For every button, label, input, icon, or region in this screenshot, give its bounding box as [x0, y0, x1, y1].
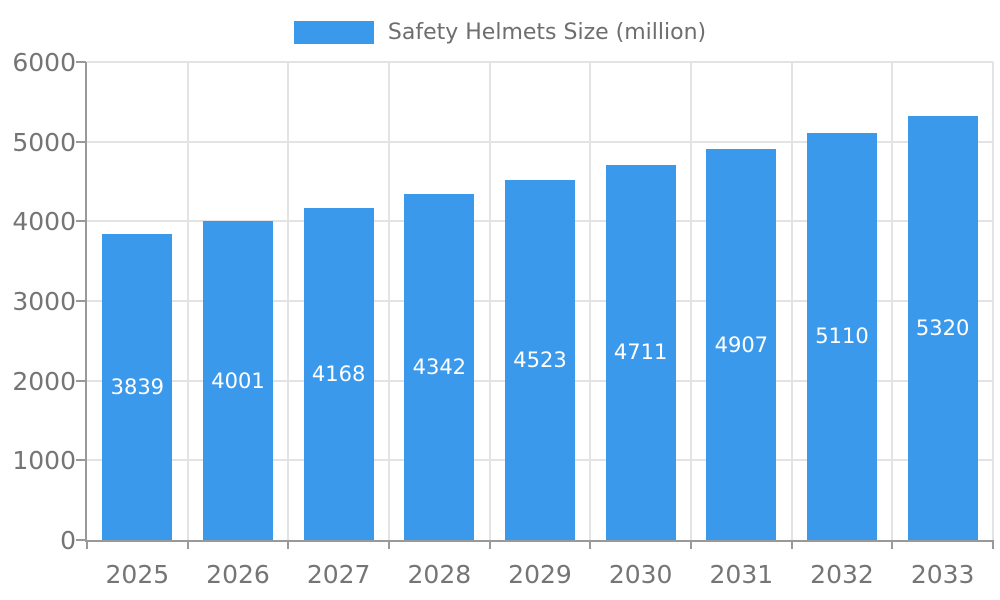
bar: 5110 — [807, 132, 877, 540]
y-axis-line — [85, 62, 87, 540]
x-axis-label: 2027 — [306, 560, 371, 589]
plot-area: 3839 4001 4168 4342 4523 4711 4907 5110 5320 — [85, 61, 994, 542]
y-axis-label: 1000 — [12, 446, 76, 476]
x-tick-mark — [790, 540, 793, 549]
y-axis-label: 6000 — [12, 48, 76, 77]
y-tick-mark — [76, 61, 86, 63]
x-axis-label: 2026 — [206, 560, 270, 589]
bar-value-label: 4523 — [513, 347, 567, 372]
x-gridline — [388, 62, 390, 540]
bar-value-label: 4342 — [412, 355, 467, 380]
x-tick-mark — [891, 540, 894, 549]
bar: 3839 — [102, 234, 173, 540]
chart-legend[interactable]: Safety Helmets Size (million) — [0, 16, 1000, 48]
bar: 4523 — [505, 179, 575, 540]
bar-value-label: 4001 — [211, 368, 265, 393]
x-axis-label: 2032 — [810, 560, 874, 589]
legend-label: Safety Helmets Size (million) — [387, 19, 707, 45]
x-gridline — [790, 62, 793, 540]
x-tick-mark — [186, 540, 189, 549]
y-tick-mark — [76, 379, 86, 382]
y-axis-label: 0 — [60, 526, 76, 555]
x-tick-mark — [388, 540, 390, 549]
x-axis-label: 2031 — [709, 560, 774, 589]
bar-value-label: 5320 — [915, 316, 970, 341]
x-axis-label: 2033 — [910, 560, 975, 589]
x-axis-label: 2025 — [105, 560, 170, 589]
bar-value-label: 5110 — [815, 324, 869, 349]
y-axis-label: 4000 — [12, 207, 76, 237]
x-tick-mark — [690, 540, 692, 549]
bar: 4711 — [605, 164, 676, 540]
x-tick-mark — [589, 540, 592, 549]
bar: 4907 — [706, 149, 777, 540]
x-tick-mark — [86, 540, 88, 549]
y-axis-label: 2000 — [12, 366, 76, 396]
y-axis-label: 5000 — [12, 127, 76, 157]
bar-value-label: 4907 — [714, 332, 769, 357]
bar-value-label: 3839 — [110, 375, 165, 400]
y-tick-mark — [76, 300, 86, 302]
x-tick-mark — [488, 540, 491, 549]
x-axis-label: 2029 — [508, 560, 572, 589]
bar: 4168 — [303, 207, 374, 540]
y-gridline — [87, 140, 993, 143]
x-gridline — [488, 62, 491, 540]
x-axis-label: 2028 — [407, 560, 472, 589]
x-gridline — [992, 62, 994, 540]
x-tick-mark — [992, 540, 994, 549]
y-axis-label: 3000 — [12, 287, 76, 316]
x-axis-label: 2030 — [608, 560, 673, 589]
x-axis-line — [85, 540, 993, 542]
x-gridline — [589, 62, 592, 540]
legend-swatch-icon — [293, 20, 374, 44]
y-gridline — [87, 61, 993, 63]
x-gridline — [690, 62, 692, 540]
bar: 4001 — [203, 221, 273, 540]
x-gridline — [186, 62, 189, 540]
bar-value-label: 4711 — [613, 340, 668, 365]
y-tick-mark — [76, 459, 86, 462]
x-gridline — [891, 62, 894, 540]
x-gridline — [287, 62, 290, 540]
y-tick-mark — [76, 140, 86, 143]
bar: 5320 — [907, 116, 978, 540]
x-tick-mark — [287, 540, 290, 549]
bar-value-label: 4168 — [311, 361, 366, 386]
y-tick-mark — [76, 539, 86, 541]
bar: 4342 — [404, 194, 475, 540]
y-tick-mark — [76, 220, 86, 223]
